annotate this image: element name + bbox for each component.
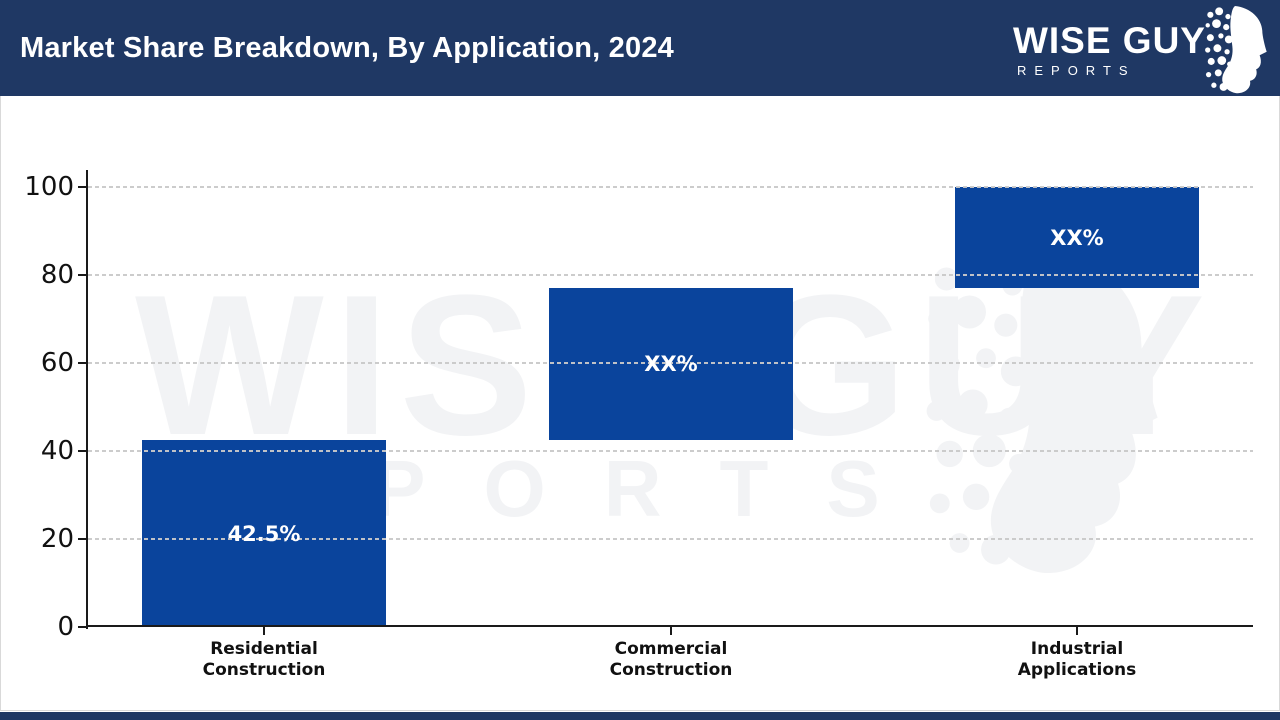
y-tick-40 <box>78 450 86 452</box>
y-tick-0 <box>78 626 86 628</box>
wise-guy-reports-logo: WISE GUY REPORTS <box>1013 6 1268 94</box>
page-title: Market Share Breakdown, By Application, … <box>20 31 674 64</box>
logo-face-icon <box>1205 6 1267 94</box>
y-tick-60 <box>78 362 86 364</box>
x-axis-line <box>86 625 1253 627</box>
bar-0 <box>142 440 386 627</box>
x-tick-0 <box>263 627 265 635</box>
y-tick-label: 80 <box>40 260 74 290</box>
gridline-80 <box>88 274 1253 276</box>
y-tick-label: 40 <box>40 436 74 466</box>
gridline-40 <box>88 450 1253 452</box>
category-label: Industrial Applications <box>1017 639 1137 680</box>
x-tick-1 <box>670 627 672 635</box>
y-tick-label: 60 <box>40 348 74 378</box>
logo-reports-text: REPORTS <box>1016 63 1136 78</box>
category-label: Residential Construction <box>202 639 326 680</box>
y-tick-label: 0 <box>57 612 74 642</box>
bar-value-label: XX% <box>644 352 698 377</box>
y-tick-80 <box>78 274 86 276</box>
y-tick-20 <box>78 538 86 540</box>
y-axis-line <box>86 170 88 629</box>
watermark-face-icon <box>926 246 1158 574</box>
y-tick-label: 100 <box>24 172 74 202</box>
bar-value-label: 42.5% <box>227 521 301 546</box>
x-tick-2 <box>1076 627 1078 635</box>
bar-value-label: XX% <box>1050 225 1104 250</box>
footer-bar <box>0 712 1280 720</box>
bar-2 <box>955 187 1199 289</box>
bar-1 <box>549 288 793 440</box>
y-tick-100 <box>78 186 86 188</box>
category-label: Commercial Construction <box>609 639 733 680</box>
gridline-60 <box>88 362 1253 364</box>
logo-wise-guy-text: WISE GUY <box>1012 20 1206 61</box>
gridline-20 <box>88 538 1253 540</box>
gridline-100 <box>88 186 1253 188</box>
header-bar: Market Share Breakdown, By Application, … <box>0 0 1280 96</box>
y-tick-label: 20 <box>40 524 74 554</box>
